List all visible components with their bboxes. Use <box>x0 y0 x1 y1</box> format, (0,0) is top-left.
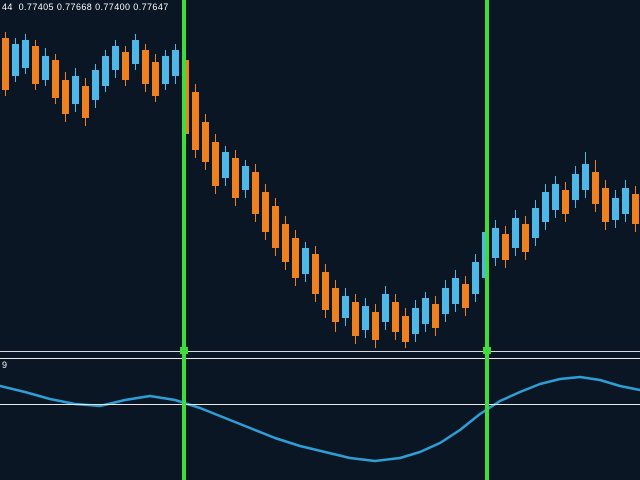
pane-separator[interactable] <box>0 351 640 352</box>
candle-body <box>122 52 129 80</box>
candle-body <box>262 192 269 232</box>
candle-body <box>532 208 539 238</box>
candle-body <box>562 190 569 214</box>
candle-body <box>362 306 369 330</box>
candle-body <box>152 62 159 96</box>
candle-body <box>522 224 529 252</box>
candle-body <box>372 312 379 340</box>
candle-body <box>302 248 309 274</box>
candle-body <box>212 142 219 186</box>
candle-body <box>622 188 629 214</box>
candle-body <box>382 294 389 322</box>
candle-body <box>322 272 329 310</box>
candle-body <box>52 60 59 98</box>
indicator-label: 9 <box>2 360 8 370</box>
candle-body <box>2 38 9 90</box>
candle-body <box>612 198 619 220</box>
ohlc-readout: 44 0.77405 0.77668 0.77400 0.77647 <box>2 2 169 12</box>
candle-body <box>32 46 39 84</box>
candle-body <box>442 288 449 314</box>
candle-body <box>312 254 319 294</box>
candle-body <box>22 40 29 68</box>
candle-body <box>402 316 409 342</box>
candle-body <box>142 50 149 84</box>
candle-body <box>242 166 249 190</box>
candle-body <box>492 228 499 258</box>
candle-body <box>342 296 349 318</box>
candle-body <box>412 308 419 334</box>
candle-body <box>552 184 559 210</box>
candle-body <box>572 174 579 200</box>
candle-body <box>62 80 69 114</box>
candle-body <box>592 172 599 204</box>
candle-body <box>202 122 209 162</box>
candle-body <box>542 192 549 222</box>
candle-body <box>472 262 479 294</box>
vertical-line[interactable] <box>182 0 186 480</box>
candle-body <box>392 302 399 332</box>
candle-body <box>192 92 199 150</box>
candle-body <box>12 44 19 76</box>
candle-body <box>252 172 259 214</box>
candle-body <box>172 50 179 76</box>
candle-body <box>422 298 429 324</box>
candle-body <box>42 56 49 80</box>
candle-body <box>82 86 89 118</box>
candle-body <box>272 206 279 248</box>
candle-body <box>102 56 109 86</box>
candle-body <box>222 152 229 178</box>
candle-body <box>502 234 509 260</box>
candle-body <box>162 56 169 84</box>
vertical-line-handle[interactable] <box>180 347 188 354</box>
vertical-line-handle[interactable] <box>483 347 491 354</box>
candle-body <box>452 278 459 304</box>
candle-body <box>292 238 299 278</box>
vertical-line[interactable] <box>485 0 489 480</box>
candle-body <box>112 46 119 70</box>
candle-body <box>332 288 339 322</box>
candle-body <box>432 304 439 328</box>
candle-body <box>282 224 289 262</box>
candle-body <box>602 188 609 222</box>
candle-body <box>582 164 589 190</box>
candle-body <box>632 194 639 224</box>
candle-body <box>462 284 469 308</box>
indicator-level-line <box>0 404 640 405</box>
candle-body <box>512 218 519 248</box>
candle-body <box>232 158 239 198</box>
indicator-line <box>0 375 640 463</box>
indicator-level-line <box>0 358 640 359</box>
candle-body <box>72 76 79 104</box>
candle-body <box>92 70 99 100</box>
candle-body <box>132 40 139 64</box>
candle-body <box>352 302 359 336</box>
